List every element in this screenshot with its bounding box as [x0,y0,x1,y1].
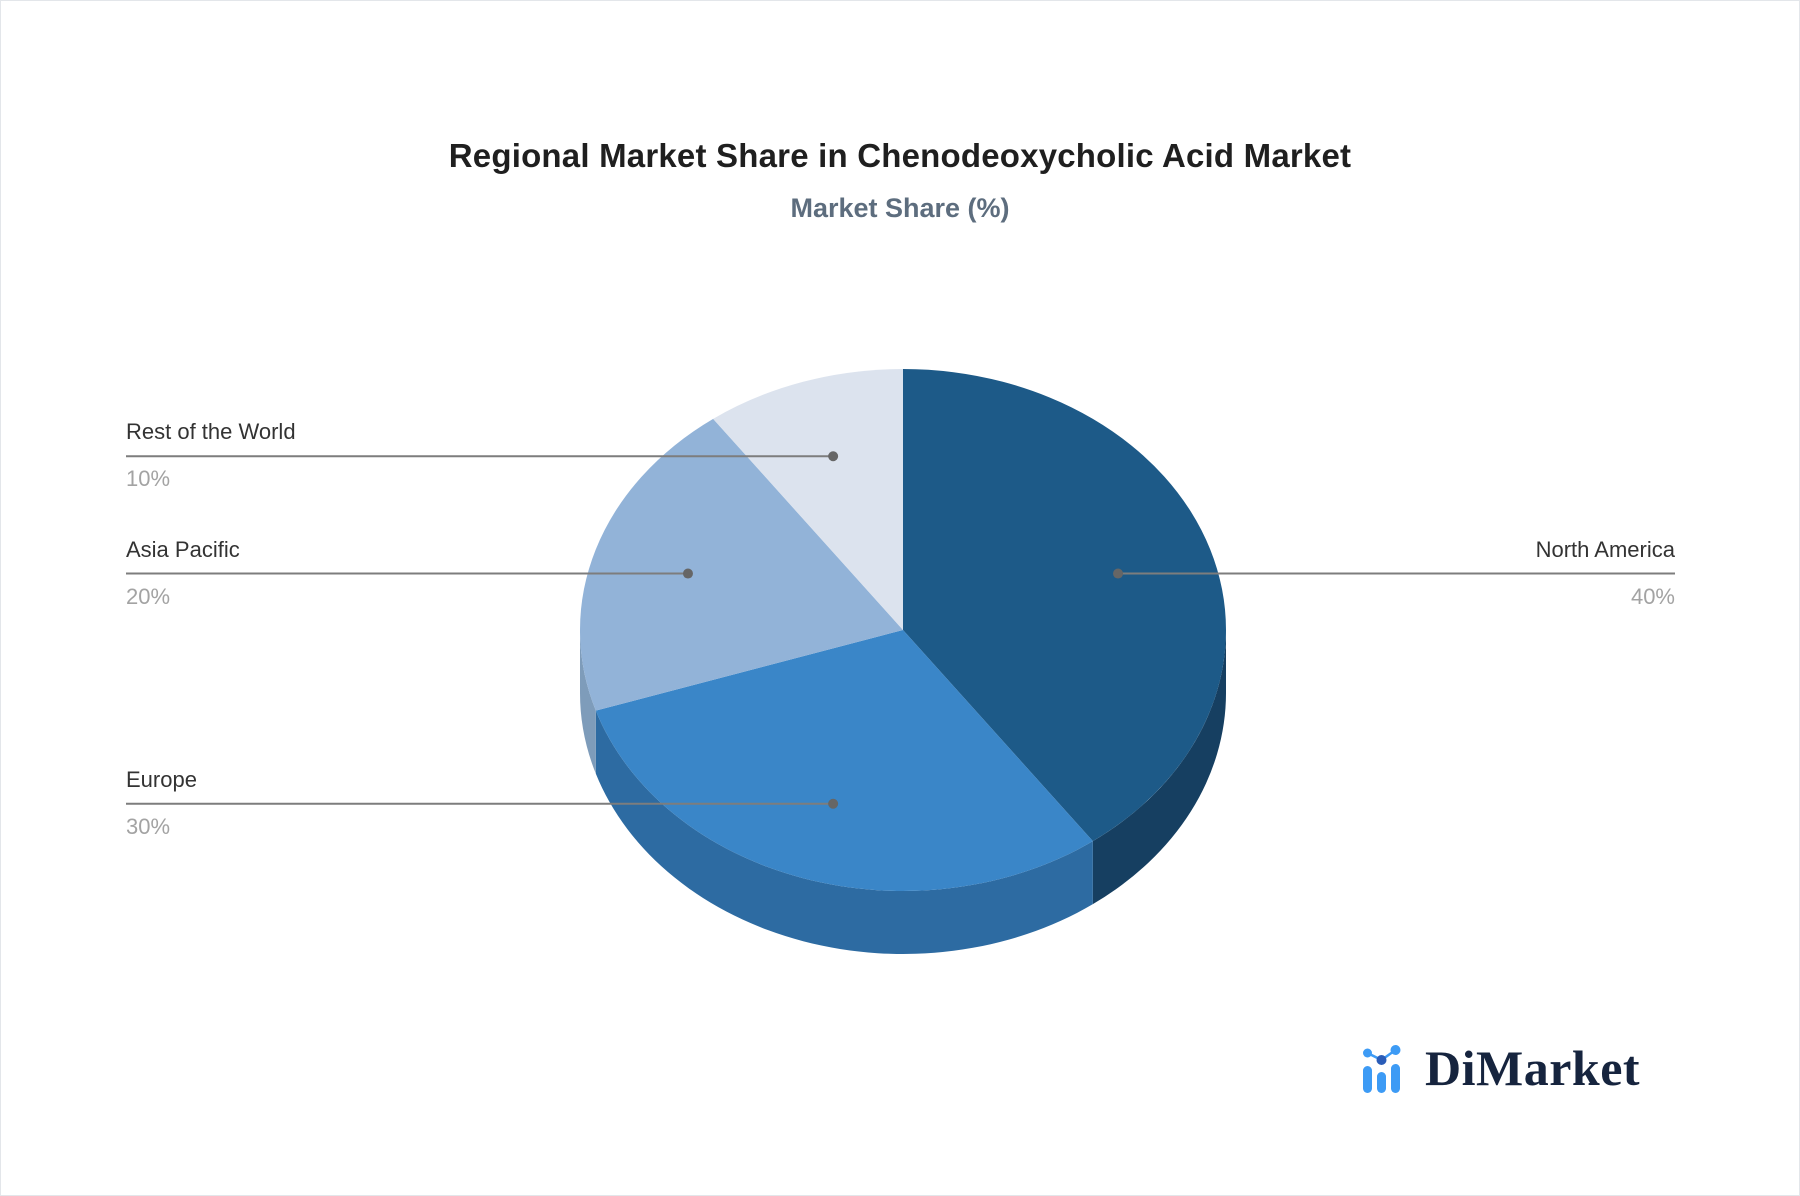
pie-slice-europe[interactable] [595,630,1093,891]
pie-slice-side-europe [595,710,1093,955]
slice-label-asia-pacific: Asia Pacific 20% [126,537,240,610]
slice-value: 40% [1630,583,1675,609]
pie-slice-rest-of-the-world[interactable] [713,369,903,630]
slice-name: Rest of the World [126,419,296,445]
brand-name: DiMarket [1425,1040,1641,1096]
pie-slice-side-asia-pacific [580,630,596,774]
page-title: Regional Market Share in Chenodeoxycholi… [448,137,1352,174]
slice-label-europe: Europe 30% [126,767,197,840]
leader-dot-europe [828,798,839,809]
chart-subtitle: Market Share (%) [790,193,1010,223]
slice-label-north-america: North America 40% [1536,537,1675,610]
slice-label-rest-of-the-world: Rest of the World 10% [126,419,296,492]
leader-dot-asia-pacific [682,568,693,579]
leader-dot-north-america [1113,568,1124,579]
pie-slice-side-north-america [1092,630,1226,905]
slice-name: North America [1535,536,1675,562]
pie-slice-north-america[interactable] [903,369,1226,842]
pie-slice-asia-pacific[interactable] [580,418,903,711]
slice-value: 10% [126,466,171,492]
slice-name: Europe [126,766,197,792]
brand-logo: DiMarket [1363,1037,1640,1093]
slice-name: Asia Pacific [126,536,240,562]
leader-dot-rest-of-the-world [828,451,839,462]
bar-line-chart-icon [1363,1045,1401,1093]
slice-value: 30% [126,813,171,839]
slice-value: 20% [126,583,171,609]
